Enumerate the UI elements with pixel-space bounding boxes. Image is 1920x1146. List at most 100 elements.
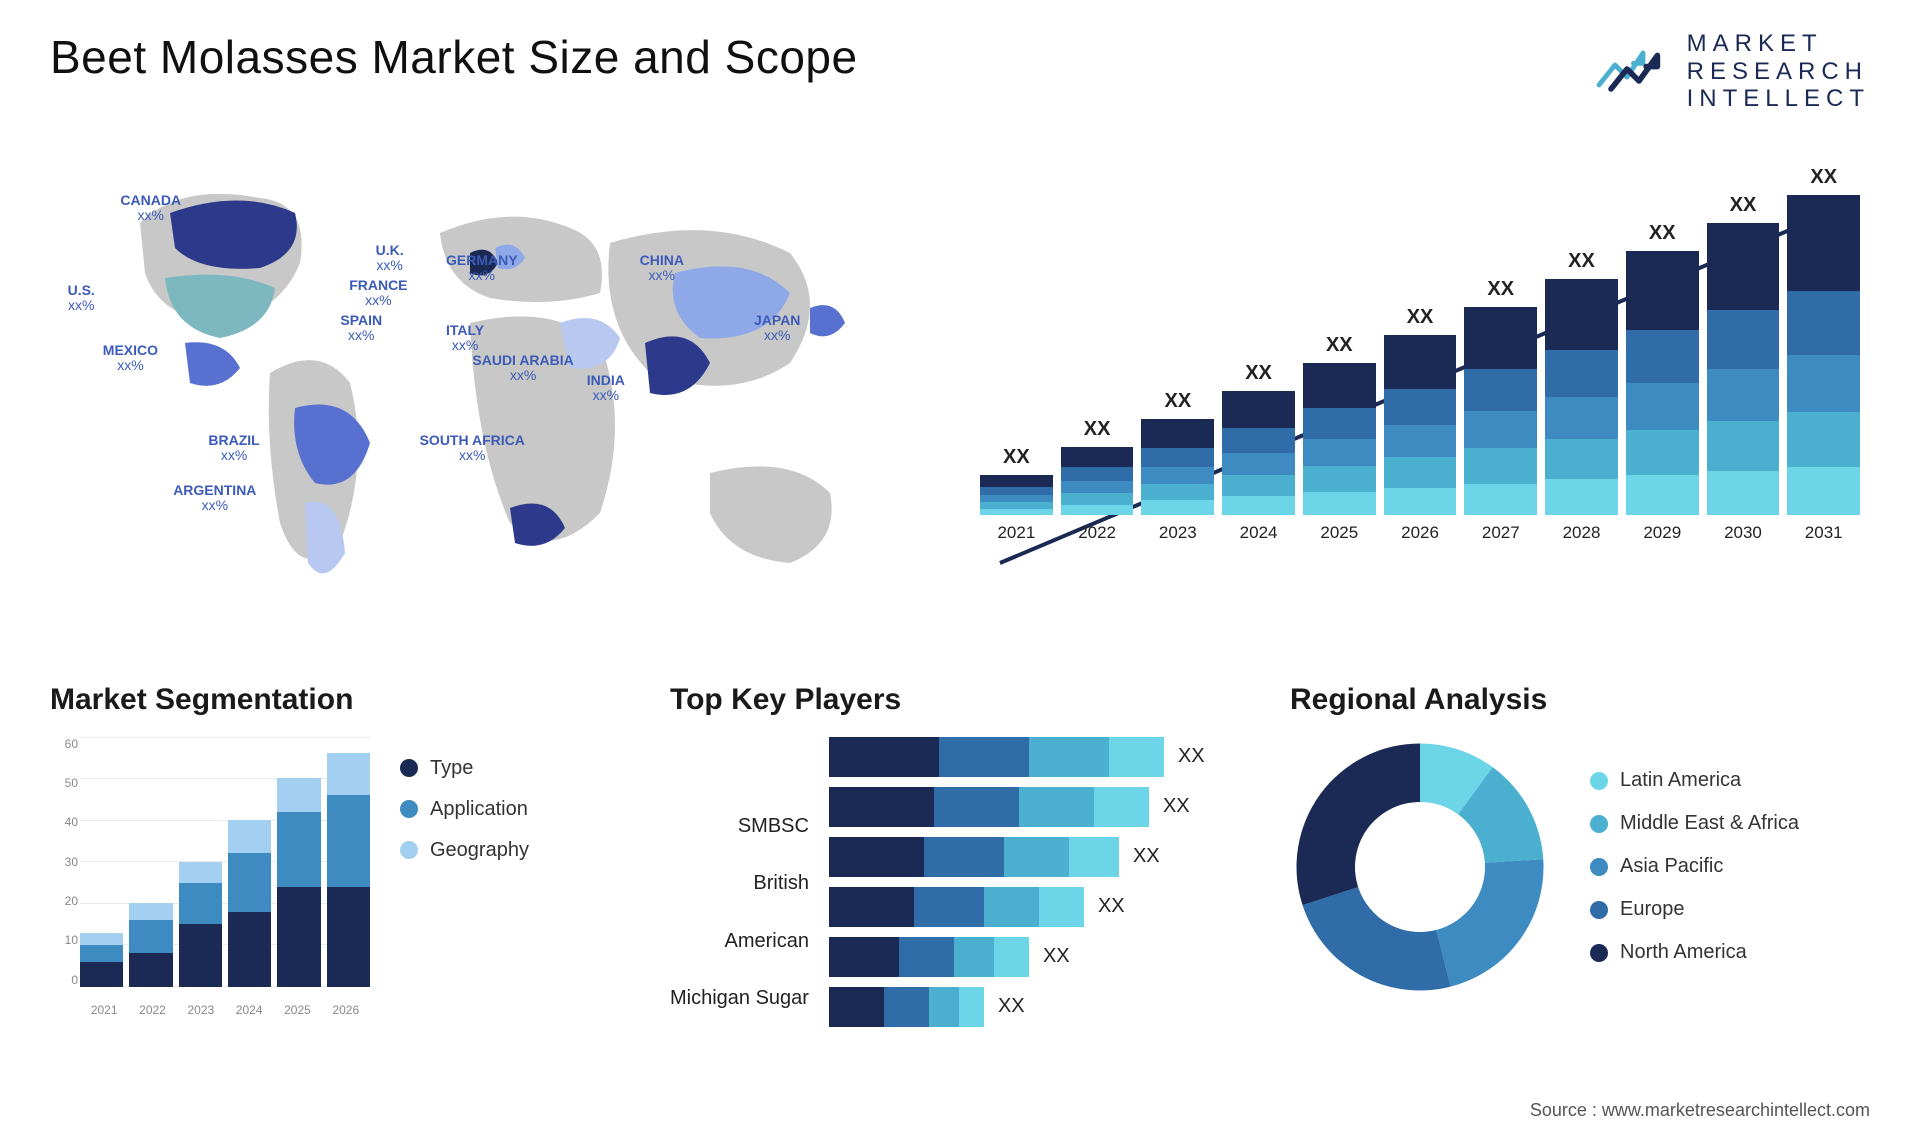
legend-item: Asia Pacific (1590, 855, 1799, 878)
player-bar-row: XX (829, 887, 1250, 927)
regional-section: Regional Analysis Latin America Middle Ea… (1290, 683, 1870, 1063)
segmentation-legend: TypeApplicationGeography (400, 757, 529, 862)
seg-ytick: 50 (50, 776, 78, 790)
map-label: CHINAxx% (640, 253, 684, 284)
regional-donut (1290, 737, 1550, 997)
logo-line-1: MARKET (1687, 30, 1870, 58)
growth-value-label: XX (1810, 166, 1837, 189)
growth-value-label: XX (1649, 222, 1676, 245)
seg-bar (80, 933, 123, 987)
growth-value-label: XX (1568, 250, 1595, 273)
segmentation-chart: 0102030405060 202120222023202420252026 (50, 737, 370, 1017)
growth-chart: XX2021XX2022XX2023XX2024XX2025XX2026XX20… (970, 143, 1870, 643)
legend-item: Middle East & Africa (1590, 812, 1799, 835)
seg-bar (179, 862, 222, 987)
world-map: CANADAxx%U.S.xx%MEXICOxx%BRAZILxx%ARGENT… (50, 143, 930, 643)
map-label: ARGENTINAxx% (173, 483, 256, 514)
segmentation-title: Market Segmentation (50, 683, 630, 717)
seg-bar (129, 903, 172, 986)
legend-dot (400, 759, 418, 777)
growth-bar: XX2027 (1464, 278, 1537, 543)
seg-xtick: 2022 (128, 1003, 176, 1017)
growth-year-label: 2023 (1159, 523, 1197, 543)
legend-item: Application (400, 798, 529, 821)
map-label: SPAINxx% (340, 313, 382, 344)
seg-bar (277, 778, 320, 986)
donut-slice (1436, 859, 1543, 986)
players-labels: SMBSCBritishAmericanMichigan Sugar (670, 737, 809, 1027)
seg-ytick: 40 (50, 815, 78, 829)
seg-xtick: 2021 (80, 1003, 128, 1017)
growth-year-label: 2028 (1563, 523, 1601, 543)
map-label: SOUTH AFRICAxx% (420, 433, 525, 464)
player-value: XX (1043, 945, 1070, 968)
legend-label: Latin America (1620, 769, 1741, 792)
legend-dot (1590, 858, 1608, 876)
legend-item: Latin America (1590, 769, 1799, 792)
regional-legend: Latin America Middle East & Africa Asia Pa… (1590, 769, 1799, 964)
seg-ytick: 10 (50, 933, 78, 947)
legend-item: North America (1590, 941, 1799, 964)
map-label: U.K.xx% (376, 243, 404, 274)
player-value: XX (998, 995, 1025, 1018)
legend-label: Application (430, 798, 528, 821)
map-label: JAPANxx% (754, 313, 800, 344)
logo-line-3: INTELLECT (1687, 85, 1870, 113)
growth-value-label: XX (1487, 278, 1514, 301)
donut-slice (1297, 743, 1421, 905)
legend-label: Middle East & Africa (1620, 812, 1799, 835)
players-section: Top Key Players SMBSCBritishAmericanMich… (670, 683, 1250, 1063)
logo-icon (1595, 39, 1675, 104)
player-value: XX (1178, 745, 1205, 768)
growth-bar: XX 2025 (1303, 334, 1376, 543)
growth-bar: XX 2023 (1141, 390, 1214, 543)
legend-dot (1590, 944, 1608, 962)
regional-title: Regional Analysis (1290, 683, 1870, 717)
seg-xtick: 2024 (225, 1003, 273, 1017)
seg-ytick: 20 (50, 894, 78, 908)
seg-ytick: 30 (50, 855, 78, 869)
growth-year-label: 2024 (1240, 523, 1278, 543)
player-value: XX (1133, 845, 1160, 868)
growth-bar: XX 2031 (1787, 166, 1860, 543)
growth-bar: XX2024 (1222, 362, 1295, 543)
player-label: British (670, 863, 809, 903)
map-label: CANADAxx% (120, 193, 181, 224)
growth-year-label: 2029 (1643, 523, 1681, 543)
players-title: Top Key Players (670, 683, 1250, 717)
player-bar-row: XX (829, 987, 1250, 1027)
growth-year-label: 2030 (1724, 523, 1762, 543)
growth-value-label: XX (1164, 390, 1191, 413)
legend-label: Asia Pacific (1620, 855, 1723, 878)
seg-ytick: 60 (50, 737, 78, 751)
player-bar-row: XX (829, 837, 1250, 877)
growth-bar: XX 2029 (1626, 222, 1699, 543)
legend-item: Europe (1590, 898, 1799, 921)
seg-xtick: 2023 (177, 1003, 225, 1017)
player-label: SMBSC (670, 806, 809, 846)
logo-text: MARKET RESEARCH INTELLECT (1687, 30, 1870, 113)
growth-value-label: XX (1407, 306, 1434, 329)
growth-bar: XX 2028 (1545, 250, 1618, 543)
source-text: Source : www.marketresearchintellect.com (1530, 1100, 1870, 1121)
player-bar-row: XX (829, 937, 1250, 977)
seg-xtick: 2026 (322, 1003, 370, 1017)
legend-dot (400, 841, 418, 859)
seg-bar (228, 820, 271, 987)
player-label: Michigan Sugar (670, 978, 809, 1018)
map-label: SAUDI ARABIAxx% (472, 353, 573, 384)
legend-label: North America (1620, 941, 1747, 964)
growth-year-label: 2021 (997, 523, 1035, 543)
bottom-row: Market Segmentation 0102030405060 202120… (50, 683, 1870, 1063)
legend-label: Europe (1620, 898, 1685, 921)
seg-bar (327, 753, 370, 986)
growth-bar: XX 2021 (980, 446, 1053, 543)
growth-year-label: 2025 (1320, 523, 1358, 543)
legend-dot (1590, 772, 1608, 790)
player-value: XX (1098, 895, 1125, 918)
growth-value-label: XX (1003, 446, 1030, 469)
header: Beet Molasses Market Size and Scope MARK… (50, 30, 1870, 113)
growth-value-label: XX (1326, 334, 1353, 357)
growth-year-label: 2031 (1805, 523, 1843, 543)
player-value: XX (1163, 795, 1190, 818)
